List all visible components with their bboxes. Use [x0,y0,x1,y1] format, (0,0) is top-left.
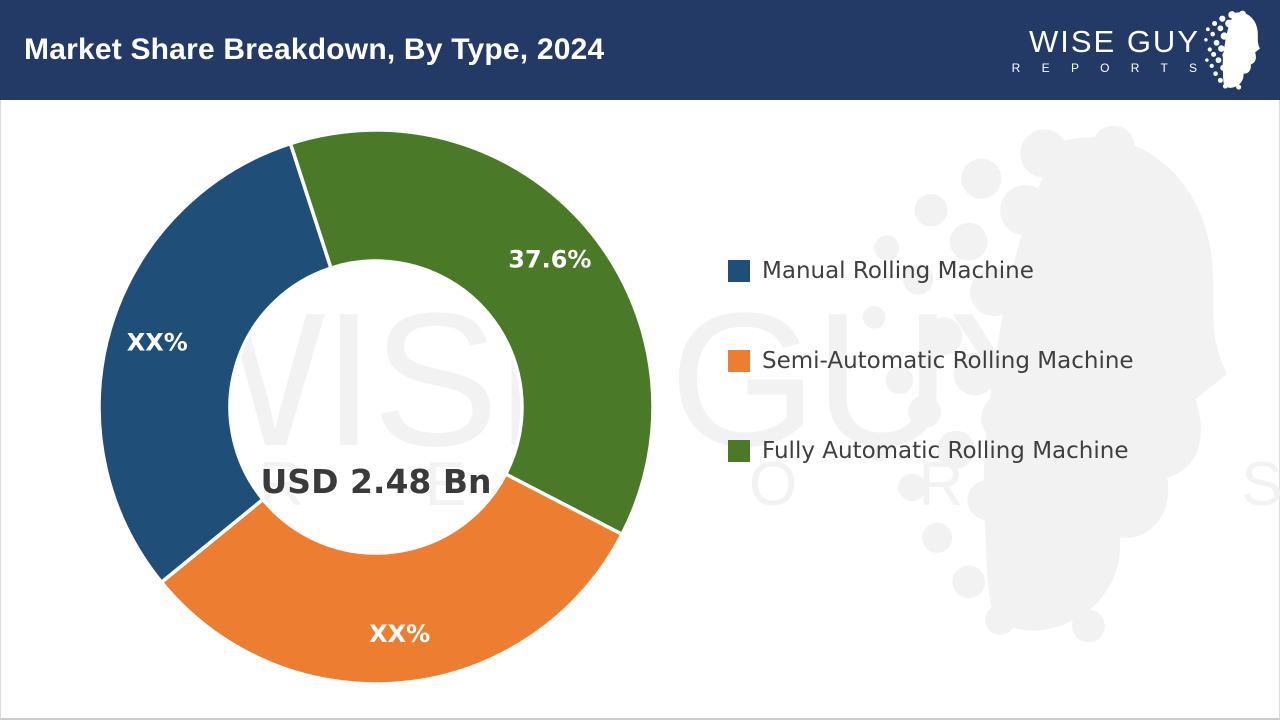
legend-label-fully-automatic: Fully Automatic Rolling Machine [762,438,1129,464]
slice-label-1: XX% [369,620,430,648]
header: Market Share Breakdown, By Type, 2024 WI… [0,0,1280,100]
legend-label-manual: Manual Rolling Machine [762,258,1034,284]
legend-label-semi-automatic: Semi-Automatic Rolling Machine [762,348,1134,374]
legend-swatch-manual [728,260,750,282]
legend-item-fully-automatic: Fully Automatic Rolling Machine [728,435,1134,467]
legend-item-semi-automatic: Semi-Automatic Rolling Machine [728,345,1134,377]
chart-area: WISE GUY R E P O R T S 37.6% XX% XX% USD 2… [0,100,1280,720]
legend: Manual Rolling Machine Semi-Automatic Ro… [728,255,1134,525]
logo-face-icon [1204,10,1260,90]
wise-guy-logo: WISE GUY R E P O R T S [1012,10,1260,91]
logo-wordmark-line2: R E P O R T S [1011,60,1206,75]
donut-chart: 37.6% XX% XX% [97,128,655,686]
logo-wordmark-line1: WISE GUY [1028,23,1200,59]
slice-label-2: XX% [127,329,188,357]
logo-wordmark: WISE GUY R E P O R T S [1012,23,1200,75]
page-title: Market Share Breakdown, By Type, 2024 [24,33,605,66]
donut-slice-1 [159,472,624,686]
slice-label-0: 37.6% [508,245,591,273]
donut-center-label: USD 2.48 Bn [260,462,492,501]
legend-swatch-semi-automatic [728,350,750,372]
legend-item-manual: Manual Rolling Machine [728,255,1134,287]
legend-swatch-fully-automatic [728,440,750,462]
donut-slice-2 [97,141,333,584]
donut-slice-0 [288,128,655,537]
